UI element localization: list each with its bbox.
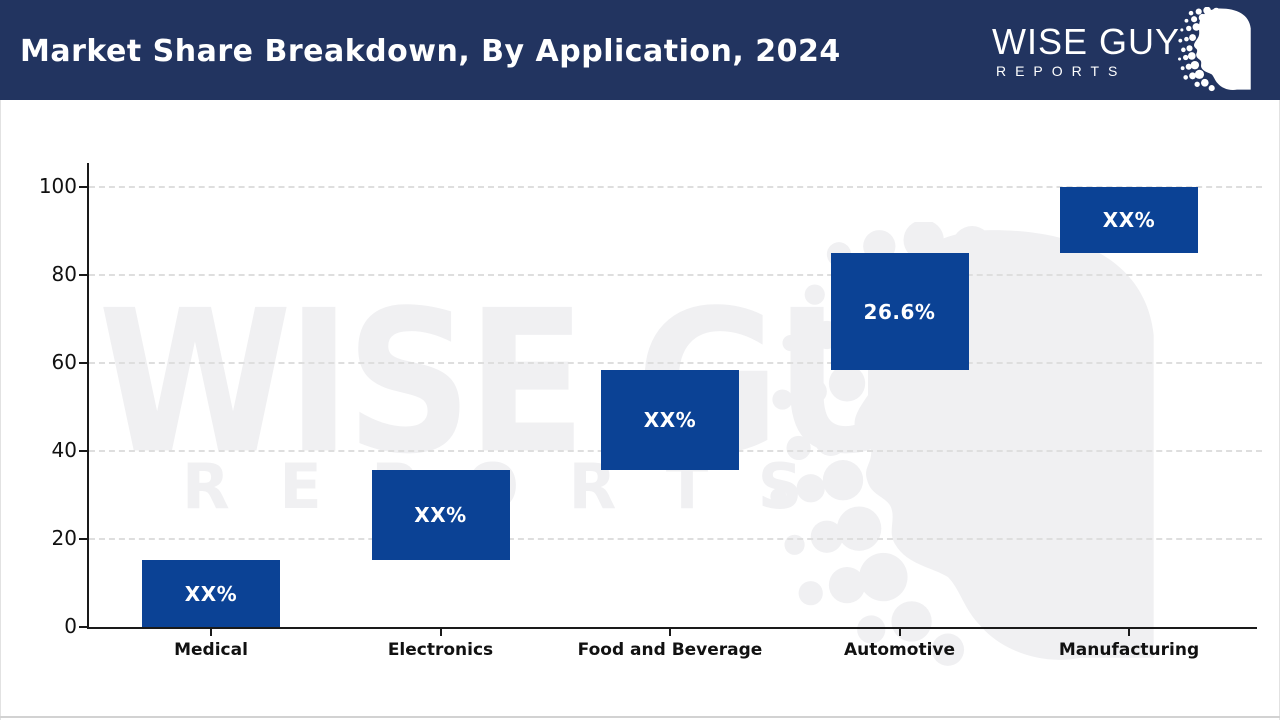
y-tick-label-40: 40 <box>51 438 77 462</box>
logo-wordmark: WISE GUY <box>991 20 1180 62</box>
x-category-label: Manufacturing <box>1058 640 1200 660</box>
footer-hairline <box>0 716 1280 718</box>
x-tick-2 <box>669 629 671 636</box>
bar-electronics: XX% <box>371 470 510 561</box>
y-tick-40 <box>79 450 87 452</box>
y-axis-line <box>87 163 89 629</box>
chart-header-band: Market Share Breakdown, By Application, … <box>0 0 1280 100</box>
bar-automotive: 26.6% <box>830 253 969 371</box>
bar-value-label: XX% <box>414 503 467 528</box>
x-tick-4 <box>1128 629 1130 636</box>
y-tick-0 <box>79 626 87 628</box>
x-category-label: Food and Beverage <box>577 640 763 660</box>
gridline-y100 <box>89 186 1262 188</box>
logo-subtext: REPORTS <box>995 62 1127 79</box>
y-tick-label-100: 100 <box>38 174 77 198</box>
bar-manufacturing: XX% <box>1060 187 1198 253</box>
y-tick-label-80: 80 <box>51 262 77 286</box>
y-tick-80 <box>79 274 87 276</box>
y-tick-100 <box>79 186 87 188</box>
x-tick-3 <box>898 629 901 636</box>
bar-food-and-beverage: XX% <box>601 370 739 471</box>
x-tick-0 <box>210 629 212 636</box>
gridline-y20 <box>89 538 1262 540</box>
logo-face-icon <box>1178 7 1251 92</box>
chart-title: Market Share Breakdown, By Application, … <box>20 34 841 69</box>
x-category-label: Automotive <box>843 640 956 660</box>
x-axis-line <box>87 627 1257 629</box>
y-tick-label-20: 20 <box>51 526 77 550</box>
bar-value-label: XX% <box>184 581 238 606</box>
y-tick-60 <box>79 362 87 364</box>
wise-guy-reports-logo: WISE GUY REPORTS <box>992 6 1262 96</box>
bar-value-label: XX% <box>1102 208 1156 232</box>
x-category-label: Medical <box>174 640 248 660</box>
bar-medical: XX% <box>142 560 280 627</box>
gridline-y60 <box>89 362 1262 364</box>
x-category-label: Electronics <box>387 640 494 660</box>
y-tick-20 <box>79 538 87 540</box>
bar-value-label: XX% <box>643 408 697 433</box>
y-tick-label-0: 0 <box>64 614 77 638</box>
y-tick-label-60: 60 <box>51 350 77 374</box>
x-tick-1 <box>439 629 442 636</box>
bar-value-label: 26.6% <box>863 299 936 324</box>
gridline-y80 <box>89 274 1262 276</box>
